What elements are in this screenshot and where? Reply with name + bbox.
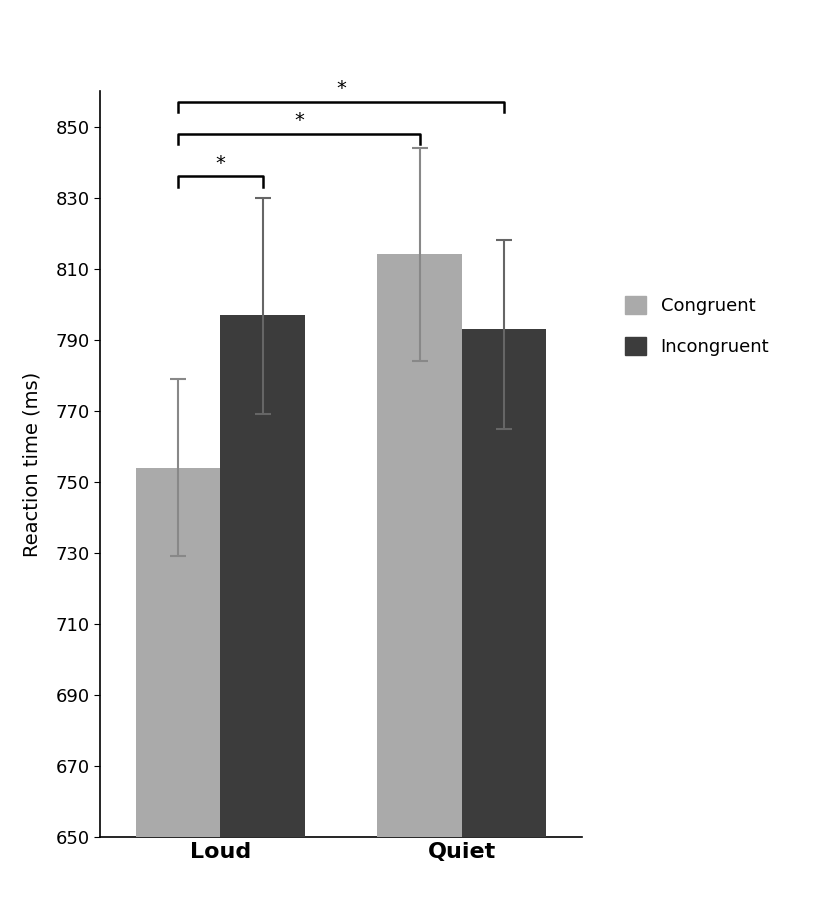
- Bar: [136, 468, 220, 910]
- Bar: [462, 329, 546, 910]
- Text: *: *: [294, 111, 304, 130]
- Y-axis label: Reaction time (ms): Reaction time (ms): [22, 371, 42, 557]
- Text: *: *: [215, 154, 225, 173]
- Bar: [377, 255, 462, 910]
- Text: *: *: [336, 79, 346, 98]
- Legend: Congruent, Incongruent: Congruent, Incongruent: [616, 287, 779, 365]
- Bar: [220, 315, 305, 910]
